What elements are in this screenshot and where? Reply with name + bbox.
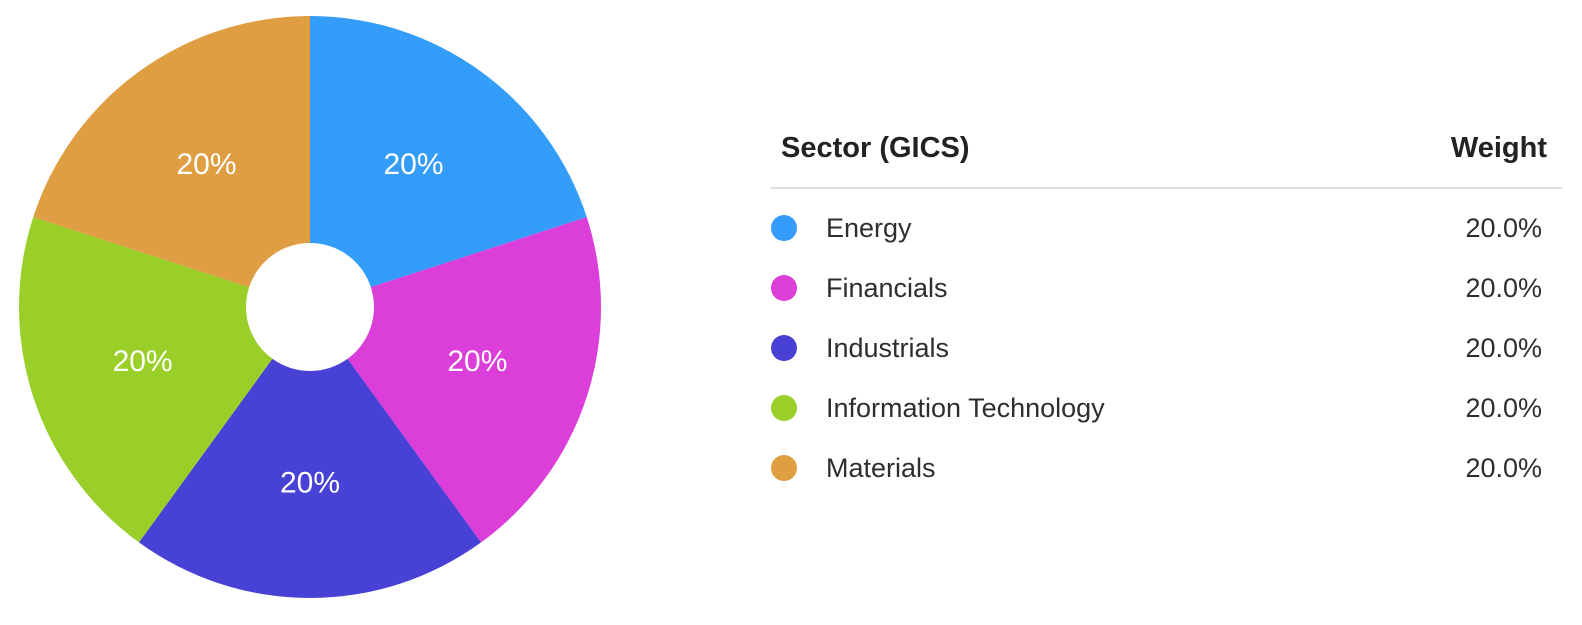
table-row-information-technology[interactable]: Information Technology 20.0% [771, 378, 1562, 438]
legend-color-dot-icon [771, 215, 797, 241]
pie-slice-materials[interactable] [33, 16, 311, 288]
header-divider [771, 187, 1562, 189]
sector-weight-table: Sector (GICS) Weight Energy 20.0% Financ… [771, 120, 1562, 498]
weight-value: 20.0% [1465, 392, 1542, 423]
pie-slice-label-materials: 20% [176, 148, 236, 181]
sector-label: Materials [826, 452, 936, 483]
legend-color-dot-icon [771, 395, 797, 421]
weight-value: 20.0% [1465, 212, 1542, 243]
weight-value: 20.0% [1465, 332, 1542, 363]
table-row-materials[interactable]: Materials 20.0% [771, 438, 1562, 498]
pie-slice-financials[interactable] [347, 217, 602, 543]
legend-color-dot-icon [771, 455, 797, 481]
pie-slice-label-energy: 20% [383, 148, 443, 181]
table-row-energy[interactable]: Energy 20.0% [771, 198, 1562, 258]
legend-rows: Energy 20.0% Financials 20.0% Industrial… [771, 189, 1562, 498]
legend-color-dot-icon [771, 335, 797, 361]
pie-slice-label-industrials: 20% [280, 467, 340, 500]
pie-slice-label-information-technology: 20% [113, 345, 173, 378]
sector-label: Financials [826, 272, 948, 303]
pie-slice-label-financials: 20% [447, 345, 507, 378]
table-row-industrials[interactable]: Industrials 20.0% [771, 318, 1562, 378]
sector-label: Industrials [826, 332, 950, 363]
table-header-row: Sector (GICS) Weight [771, 120, 1562, 176]
column-header-weight: Weight [1450, 131, 1547, 164]
pie-slice-energy[interactable] [310, 16, 587, 288]
donut-chart-svg: 20% 20% 20% 20% 20% [18, 16, 602, 598]
column-header-sector: Sector (GICS) [781, 131, 970, 164]
pie-slice-industrials[interactable] [138, 358, 482, 598]
weight-value: 20.0% [1465, 272, 1542, 303]
legend-color-dot-icon [771, 275, 797, 301]
weight-value: 20.0% [1465, 452, 1542, 483]
pie-slice-information-technology[interactable] [18, 217, 273, 543]
sector-label: Information Technology [826, 392, 1105, 423]
sector-weights-donut-chart: 20% 20% 20% 20% 20% [0, 0, 660, 620]
sector-label: Energy [826, 212, 912, 243]
table-row-financials[interactable]: Financials 20.0% [771, 258, 1562, 318]
